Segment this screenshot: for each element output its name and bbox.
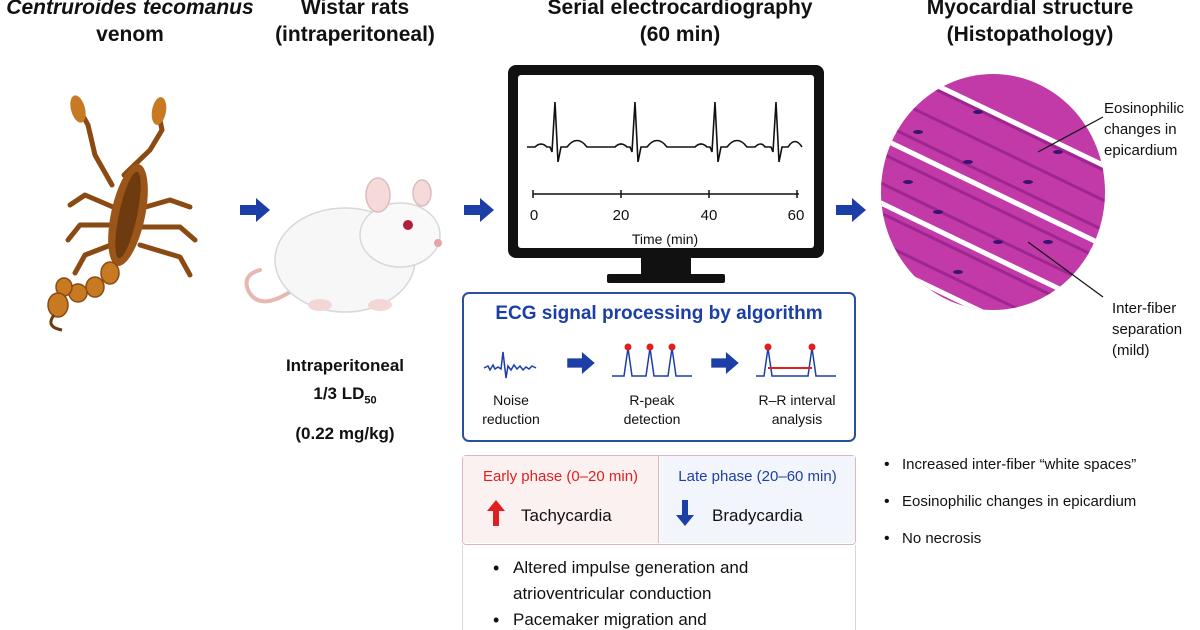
rats-header-route: (intraperitoneal) <box>275 23 435 46</box>
ecg-finding-item: Pacemaker migration and <box>493 607 855 630</box>
annotation-pointer-bottom <box>1027 241 1104 298</box>
late-phase-panel: Late phase (20–60 min) Bradycardia <box>660 456 855 543</box>
histology-image <box>881 74 1105 310</box>
rr-interval-icon <box>756 343 836 377</box>
histology-finding-item: Increased inter-fiber “white spaces” <box>880 455 1136 475</box>
annotation-pointer-top <box>1037 116 1104 153</box>
annotation-eosinophilic-line3: epicardium <box>1104 142 1178 159</box>
time-tick-label: 0 <box>530 207 538 224</box>
annotation-eosinophilic-line2: changes in <box>1104 121 1177 138</box>
early-phase-result: Tachycardia <box>521 506 612 525</box>
flow-arrow-1 <box>240 198 270 222</box>
dose-fraction-text: 1/3 LD <box>313 384 365 403</box>
annotation-eosinophilic-line1: Eosinophilic <box>1104 100 1185 117</box>
ecg-finding-line1: Altered impulse generation and <box>513 558 749 577</box>
step-noise-line1: Noise <box>493 392 529 408</box>
dose-amount: (0.22 mg/kg) <box>295 424 395 444</box>
time-tick-label: 60 <box>788 207 805 224</box>
step-r-peak-detection: R-peak detection <box>606 391 698 429</box>
ecg-finding-line2: atrioventricular conduction <box>513 584 712 603</box>
step-noise-reduction: Noise reduction <box>466 391 556 429</box>
arrow-down-icon <box>676 500 694 526</box>
dose-route: Intraperitoneal <box>285 356 405 375</box>
dose-fraction-subscript: 50 <box>364 394 377 407</box>
ecg-finding-line1: Pacemaker migration and <box>513 610 707 629</box>
ecg-header-duration: (60 min) <box>639 23 721 46</box>
histology-finding-item: No necrosis <box>880 529 1136 549</box>
flow-arrow-2 <box>464 198 494 222</box>
rats-header: Wistar rats (intraperitoneal) <box>255 0 455 48</box>
early-phase-title: Early phase (0–20 min) <box>482 468 639 485</box>
time-tick-label: 20 <box>613 207 630 224</box>
venom-header: Centruroides tecomanus venom <box>0 0 280 48</box>
step-rpeak-line1: R-peak <box>629 392 675 408</box>
dose-fraction: 1/3 LD50 <box>245 380 445 414</box>
ecg-monitor: 0 20 40 60 Time (min) <box>508 65 824 283</box>
venom-header-species: Centruroides tecomanus <box>6 0 254 19</box>
flow-arrow-3 <box>836 198 866 222</box>
histo-header: Myocardial structure (Histopathology) <box>885 0 1175 48</box>
step-rr-line1: R–R interval <box>758 392 836 408</box>
rats-header-title: Wistar rats <box>300 0 410 19</box>
time-axis-label: Time (min) <box>632 231 698 247</box>
annotation-inter-fiber-line1: Inter-fiber <box>1112 300 1177 317</box>
histo-header-title: Myocardial structure <box>926 0 1134 19</box>
dose-caption: Intraperitoneal 1/3 LD50 (0.22 mg/kg) <box>245 352 445 448</box>
scorpion-illustration <box>47 95 198 332</box>
histology-findings-list: Increased inter-fiber “white spaces” Eos… <box>880 455 1136 566</box>
histo-header-method: (Histopathology) <box>946 23 1114 46</box>
late-phase-title: Late phase (20–60 min) <box>678 468 837 485</box>
histology-finding-item: Eosinophilic changes in epicardium <box>880 492 1136 512</box>
r-peak-icon <box>612 343 692 377</box>
ecg-header-title: Serial electrocardiography <box>547 0 813 19</box>
time-tick-label: 40 <box>701 207 718 224</box>
ecg-findings-list: Altered impulse generation and atriovent… <box>463 545 855 630</box>
rat-illustration <box>244 177 442 313</box>
step-arrow-2 <box>711 352 739 374</box>
step-rpeak-line2: detection <box>623 411 681 427</box>
ecg-trace <box>527 101 803 163</box>
annotation-inter-fiber: Inter-fiber separation (mild) <box>1112 298 1182 361</box>
phase-comparison-panel: Early phase (0–20 min) Tachycardia Late … <box>462 455 856 545</box>
step-arrow-1 <box>567 352 595 374</box>
ecg-processing-title: ECG signal processing by algorithm <box>495 303 823 324</box>
ecg-finding-item: Altered impulse generation and atriovent… <box>493 555 855 607</box>
late-phase-result: Bradycardia <box>712 506 803 525</box>
ecg-findings-panel: Altered impulse generation and atriovent… <box>462 545 856 630</box>
venom-header-label: venom <box>96 23 164 46</box>
annotation-inter-fiber-line3: (mild) <box>1112 342 1150 359</box>
ecg-header: Serial electrocardiography (60 min) <box>500 0 860 48</box>
step-rr-line2: analysis <box>771 411 823 427</box>
annotation-eosinophilic: Eosinophilic changes in epicardium <box>1104 98 1184 161</box>
arrow-up-icon <box>487 500 505 526</box>
early-phase-panel: Early phase (0–20 min) Tachycardia <box>463 456 659 543</box>
noise-signal-icon <box>483 351 537 379</box>
step-rr-interval: R–R interval analysis <box>742 391 852 429</box>
annotation-inter-fiber-line2: separation <box>1112 321 1183 338</box>
ecg-processing-panel: ECG signal processing by algorithm Noise… <box>462 292 856 442</box>
step-noise-line2: reduction <box>482 411 540 427</box>
